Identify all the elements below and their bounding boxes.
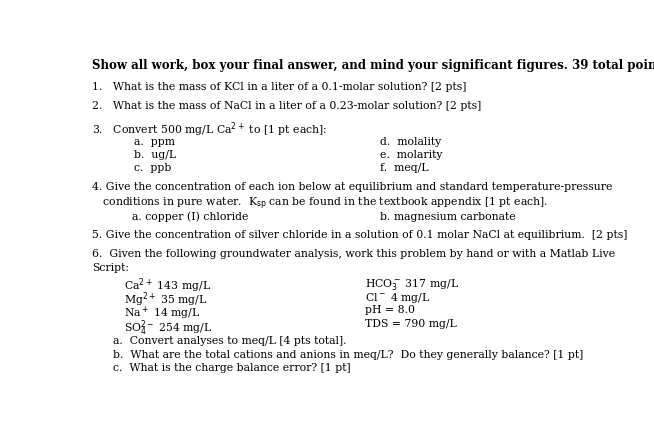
Text: Mg$^{2+}$ 35 mg/L: Mg$^{2+}$ 35 mg/L bbox=[124, 290, 208, 309]
Text: SO$_4^{2-}$ 254 mg/L: SO$_4^{2-}$ 254 mg/L bbox=[124, 318, 213, 338]
Text: e.  molarity: e. molarity bbox=[380, 150, 443, 160]
Text: b.  ug/L: b. ug/L bbox=[135, 150, 177, 160]
Text: 3.   Convert 500 mg/L Ca$^{2+}$ to [1 pt each]:: 3. Convert 500 mg/L Ca$^{2+}$ to [1 pt e… bbox=[92, 120, 327, 139]
Text: Show all work, box your final answer, and mind your significant figures. 39 tota: Show all work, box your final answer, an… bbox=[92, 58, 654, 71]
Text: a. copper (I) chloride: a. copper (I) chloride bbox=[132, 211, 249, 222]
Text: b.  What are the total cations and anions in meq/L?  Do they generally balance? : b. What are the total cations and anions… bbox=[112, 349, 583, 359]
Text: Script:: Script: bbox=[92, 262, 129, 272]
Text: a.  ppm: a. ppm bbox=[135, 136, 175, 146]
Text: c.  ppb: c. ppb bbox=[135, 163, 172, 173]
Text: TDS = 790 mg/L: TDS = 790 mg/L bbox=[365, 318, 456, 328]
Text: 6.  Given the following groundwater analysis, work this problem by hand or with : 6. Given the following groundwater analy… bbox=[92, 249, 615, 259]
Text: a.  Convert analyses to meq/L [4 pts total].: a. Convert analyses to meq/L [4 pts tota… bbox=[112, 336, 346, 346]
Text: 1.   What is the mass of KCl in a liter of a 0.1-molar solution? [2 pts]: 1. What is the mass of KCl in a liter of… bbox=[92, 82, 466, 92]
Text: HCO$_3^-$ 317 mg/L: HCO$_3^-$ 317 mg/L bbox=[365, 276, 458, 291]
Text: pH = 8.0: pH = 8.0 bbox=[365, 304, 415, 314]
Text: 5. Give the concentration of silver chloride in a solution of 0.1 molar NaCl at : 5. Give the concentration of silver chlo… bbox=[92, 229, 627, 239]
Text: b. magnesium carbonate: b. magnesium carbonate bbox=[380, 211, 516, 221]
Text: 2.   What is the mass of NaCl in a liter of a 0.23-molar solution? [2 pts]: 2. What is the mass of NaCl in a liter o… bbox=[92, 101, 481, 111]
Text: 4. Give the concentration of each ion below at equilibrium and standard temperat: 4. Give the concentration of each ion be… bbox=[92, 181, 612, 191]
Text: Na$^+$ 14 mg/L: Na$^+$ 14 mg/L bbox=[124, 304, 201, 321]
Text: d.  molality: d. molality bbox=[380, 136, 441, 146]
Text: Ca$^{2+}$ 143 mg/L: Ca$^{2+}$ 143 mg/L bbox=[124, 276, 211, 295]
Text: c.  What is the charge balance error? [1 pt]: c. What is the charge balance error? [1 … bbox=[112, 362, 351, 372]
Text: Cl$^-$ 4 mg/L: Cl$^-$ 4 mg/L bbox=[365, 290, 430, 304]
Text: conditions in pure water.  K$_\mathrm{sp}$ can be found in the textbook appendix: conditions in pure water. K$_\mathrm{sp}… bbox=[92, 195, 548, 211]
Text: f.  meq/L: f. meq/L bbox=[380, 163, 428, 173]
